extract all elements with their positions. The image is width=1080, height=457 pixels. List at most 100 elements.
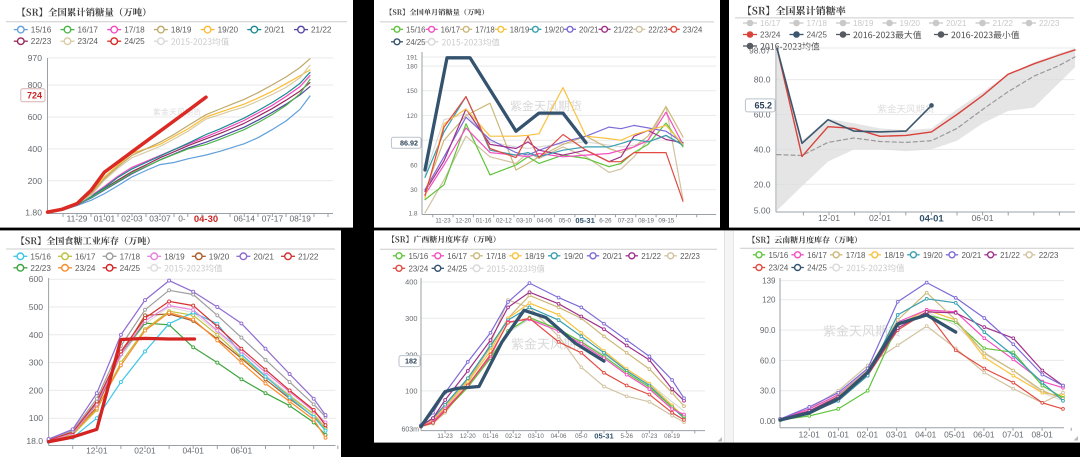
svg-text:100: 100 [405, 387, 417, 396]
svg-text:15/16: 15/16 [31, 26, 52, 35]
svg-text:970: 970 [28, 53, 43, 63]
svg-text:200: 200 [29, 385, 44, 395]
svg-text:400: 400 [405, 278, 417, 287]
svg-text:20/21: 20/21 [264, 26, 285, 35]
svg-text:08-01: 08-01 [1031, 430, 1053, 440]
svg-text:04-06: 04-06 [537, 217, 553, 224]
svg-text:18.0: 18.0 [26, 436, 43, 446]
svg-text:21/22: 21/22 [641, 252, 661, 261]
svg-text:65.2: 65.2 [754, 101, 772, 111]
svg-text:19/20: 19/20 [923, 251, 943, 260]
svg-text:80.0: 80.0 [754, 75, 771, 85]
svg-text:300: 300 [29, 358, 44, 368]
svg-text:16/17: 16/17 [78, 26, 99, 35]
svg-text:07-23: 07-23 [641, 433, 657, 440]
svg-text:182: 182 [405, 357, 417, 366]
svg-text:5-26: 5-26 [621, 433, 634, 440]
svg-text:20.0: 20.0 [754, 179, 771, 189]
svg-text:21/22: 21/22 [1000, 251, 1020, 260]
svg-text:03-01: 03-01 [886, 430, 908, 440]
svg-text:02-03: 02-03 [121, 214, 143, 224]
svg-text:18/19: 18/19 [510, 25, 530, 34]
svg-text:23/24: 23/24 [409, 264, 429, 273]
svg-text:22/23: 22/23 [648, 25, 668, 34]
svg-text:0.00: 0.00 [760, 417, 776, 426]
svg-text:24/25: 24/25 [406, 38, 426, 47]
svg-text:600: 600 [29, 274, 44, 284]
svg-text:15/16: 15/16 [406, 25, 426, 34]
svg-text:20/21: 20/21 [603, 252, 623, 261]
svg-text:20/21: 20/21 [962, 251, 982, 260]
svg-text:21/22: 21/22 [993, 19, 1014, 28]
svg-text:22/23: 22/23 [1039, 19, 1060, 28]
svg-text:20/21: 20/21 [946, 19, 967, 28]
svg-text:19/20: 19/20 [900, 19, 921, 28]
svg-text:150: 150 [407, 88, 418, 95]
svg-text:40.0: 40.0 [754, 144, 771, 154]
svg-text:17/18: 17/18 [124, 26, 145, 35]
svg-text:05-0: 05-0 [575, 433, 588, 440]
svg-text:18/19: 18/19 [884, 251, 904, 260]
svg-text:86.92: 86.92 [400, 138, 418, 147]
svg-text:06-01: 06-01 [973, 430, 995, 440]
svg-text:17/18: 17/18 [120, 252, 141, 261]
svg-text:15/16: 15/16 [769, 251, 789, 260]
svg-text:400: 400 [28, 144, 43, 154]
svg-text:23/24: 23/24 [683, 25, 703, 34]
svg-text:02-12: 02-12 [505, 433, 521, 440]
svg-text:24/25: 24/25 [807, 264, 827, 273]
svg-text:08-19: 08-19 [638, 217, 654, 224]
svg-text:180: 180 [407, 63, 418, 70]
svg-text:24/25: 24/25 [447, 264, 467, 273]
svg-text:01-01: 01-01 [94, 214, 116, 224]
svg-text:30.0: 30.0 [760, 387, 776, 396]
svg-text:1.8: 1.8 [408, 210, 417, 217]
svg-text:200: 200 [405, 350, 417, 359]
svg-text:09-15: 09-15 [658, 217, 674, 224]
svg-text:11-23: 11-23 [435, 217, 451, 224]
svg-text:18/19: 18/19 [853, 19, 874, 28]
svg-text:100: 100 [29, 413, 44, 423]
svg-text:23/24: 23/24 [769, 264, 789, 273]
svg-text:120: 120 [762, 296, 776, 305]
svg-text:17/18: 17/18 [807, 19, 828, 28]
svg-text:60.0: 60.0 [754, 110, 771, 120]
svg-text:12-20: 12-20 [455, 217, 471, 224]
svg-text:05-31: 05-31 [594, 431, 614, 440]
svg-text:05-31: 05-31 [575, 216, 595, 225]
svg-text:24/25: 24/25 [120, 264, 141, 273]
svg-text:16/17: 16/17 [441, 25, 461, 34]
svg-text:0-: 0- [178, 214, 186, 224]
svg-text:19/20: 19/20 [564, 252, 584, 261]
svg-text:20/21: 20/21 [253, 252, 274, 261]
svg-text:23/24: 23/24 [760, 31, 781, 40]
svg-text:1.80: 1.80 [25, 208, 42, 218]
svg-text:16/17: 16/17 [807, 251, 827, 260]
svg-text:24/25: 24/25 [124, 37, 145, 46]
svg-text:06-01: 06-01 [231, 446, 253, 456]
svg-text:400: 400 [29, 330, 44, 340]
svg-text:18/19: 18/19 [164, 252, 185, 261]
svg-text:500: 500 [29, 302, 44, 312]
svg-text:21/22: 21/22 [614, 25, 634, 34]
svg-text:22/23: 22/23 [1039, 251, 1059, 260]
svg-text:724: 724 [27, 90, 42, 100]
svg-text:05-0: 05-0 [559, 217, 572, 224]
svg-text:16/17: 16/17 [760, 19, 781, 28]
svg-text:12-20: 12-20 [460, 433, 476, 440]
svg-text:08-19: 08-19 [289, 214, 311, 224]
svg-text:04-06: 04-06 [551, 433, 567, 440]
svg-text:191: 191 [407, 54, 418, 61]
svg-text:17/18: 17/18 [486, 252, 506, 261]
svg-text:04-01: 04-01 [915, 430, 937, 440]
svg-text:15/16: 15/16 [409, 252, 429, 261]
svg-text:02-01: 02-01 [134, 446, 156, 456]
svg-text:5.00: 5.00 [754, 206, 771, 216]
svg-text:17/18: 17/18 [846, 251, 866, 260]
svg-text:11-29: 11-29 [67, 214, 88, 224]
svg-text:01-16: 01-16 [476, 217, 492, 224]
svg-text:19/20: 19/20 [209, 252, 230, 261]
svg-text:04-30: 04-30 [194, 214, 218, 225]
svg-text:20/21: 20/21 [579, 25, 599, 34]
svg-text:11-23: 11-23 [437, 433, 453, 440]
